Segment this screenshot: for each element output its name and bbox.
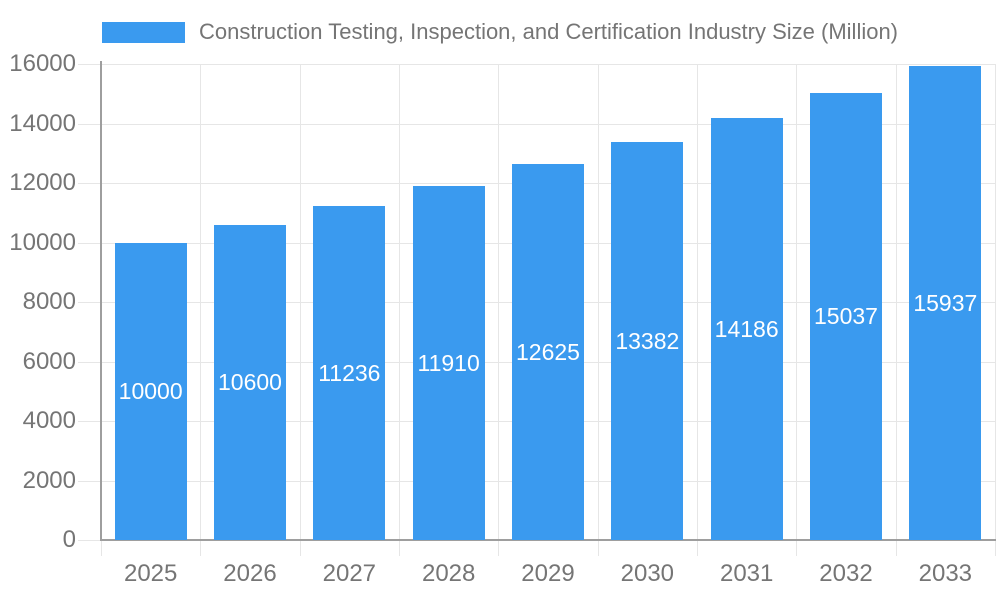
x-axis-tick bbox=[597, 540, 599, 556]
bar-value-label: 13382 bbox=[615, 327, 680, 354]
y-tick-label: 2000 bbox=[22, 466, 76, 494]
x-tick-label: 2033 bbox=[918, 560, 973, 587]
chart-title: Construction Testing, Inspection, and Ce… bbox=[198, 19, 899, 44]
y-tick-label: 0 bbox=[62, 526, 76, 553]
x-axis-tick bbox=[995, 540, 996, 556]
x-tick-label: 2031 bbox=[719, 560, 774, 587]
bar-value-label: 11910 bbox=[417, 349, 480, 376]
legend-swatch bbox=[101, 21, 185, 43]
bar-value-label: 12625 bbox=[516, 339, 580, 366]
x-axis-tick bbox=[498, 540, 500, 556]
x-gridline bbox=[399, 64, 400, 540]
legend: Construction Testing, Inspection, and Ce… bbox=[0, 12, 1000, 52]
bar bbox=[710, 117, 783, 540]
y-axis-tick bbox=[78, 242, 101, 244]
x-tick-label: 2027 bbox=[322, 560, 377, 587]
bar-value-label: 11236 bbox=[318, 359, 381, 386]
x-gridline bbox=[498, 64, 500, 540]
bar bbox=[214, 224, 286, 540]
y-axis-tick bbox=[78, 361, 101, 363]
x-tick-label: 2026 bbox=[223, 560, 277, 587]
x-tick-label: 2029 bbox=[521, 560, 575, 587]
x-tick-label: 2025 bbox=[123, 560, 178, 587]
bar bbox=[810, 92, 882, 540]
x-tick-label: 2030 bbox=[620, 560, 675, 587]
y-tick-label: 12000 bbox=[9, 169, 76, 196]
y-tick-label: 10000 bbox=[9, 228, 76, 256]
y-axis-tick bbox=[78, 302, 101, 303]
bar bbox=[412, 185, 485, 540]
y-axis-tick bbox=[78, 183, 101, 184]
bar bbox=[611, 141, 684, 540]
y-gridline bbox=[102, 123, 995, 125]
y-axis-tick bbox=[78, 64, 101, 65]
x-tick-label: 2028 bbox=[421, 560, 476, 587]
x-axis-tick bbox=[200, 540, 202, 556]
bar bbox=[114, 242, 187, 540]
y-tick-label: 4000 bbox=[22, 407, 76, 434]
y-gridline bbox=[102, 64, 995, 65]
bar-value-label: 10600 bbox=[218, 369, 282, 396]
x-gridline bbox=[796, 64, 798, 540]
bar-value-label: 15937 bbox=[913, 289, 978, 316]
y-axis-tick bbox=[78, 540, 101, 541]
y-axis-tick bbox=[78, 421, 101, 422]
bar bbox=[512, 164, 584, 540]
bar-value-label: 15037 bbox=[814, 303, 878, 330]
x-axis-tick bbox=[101, 540, 102, 556]
y-axis-line bbox=[100, 61, 102, 541]
x-gridline bbox=[697, 64, 698, 540]
x-axis-tick bbox=[299, 540, 301, 556]
y-tick-label: 8000 bbox=[22, 288, 76, 315]
y-axis-tick bbox=[78, 480, 101, 482]
x-axis-line bbox=[100, 539, 996, 541]
x-axis-tick bbox=[796, 540, 798, 556]
bar bbox=[909, 65, 982, 540]
y-axis-tick bbox=[78, 123, 101, 125]
x-axis-tick bbox=[399, 540, 400, 556]
bar bbox=[313, 205, 386, 540]
x-gridline bbox=[995, 64, 996, 540]
y-tick-label: 14000 bbox=[9, 109, 76, 137]
x-tick-label: 2032 bbox=[819, 560, 873, 587]
y-tick-label: 16000 bbox=[9, 50, 76, 77]
bar-value-label: 10000 bbox=[118, 378, 183, 405]
x-gridline bbox=[299, 64, 301, 540]
x-axis-tick bbox=[895, 540, 897, 556]
x-gridline bbox=[895, 64, 897, 540]
x-gridline bbox=[597, 64, 599, 540]
y-tick-label: 6000 bbox=[22, 347, 76, 375]
x-gridline bbox=[200, 64, 202, 540]
bar-value-label: 14186 bbox=[714, 315, 779, 342]
x-axis-tick bbox=[697, 540, 698, 556]
